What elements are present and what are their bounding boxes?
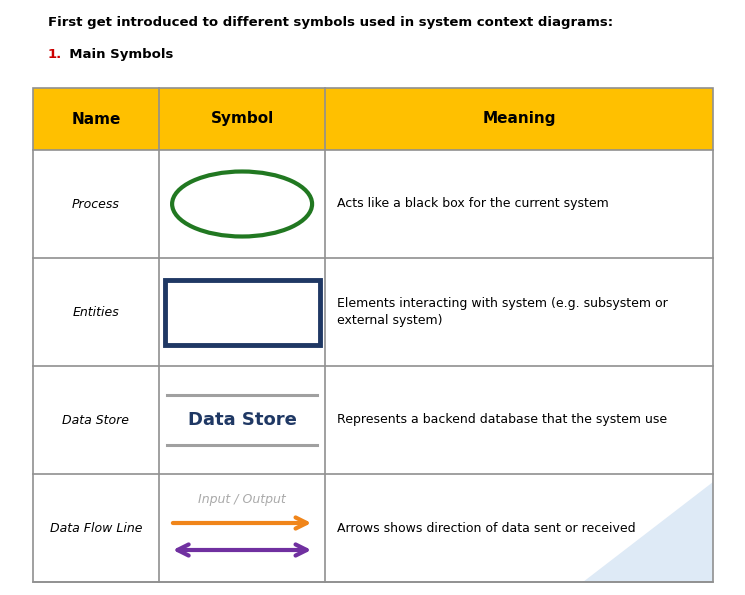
Text: Main Symbols: Main Symbols	[60, 48, 174, 61]
Text: Data Store: Data Store	[63, 414, 130, 427]
Bar	[33, 88, 713, 582]
Text: Arrows shows direction of data sent or received: Arrows shows direction of data sent or r…	[337, 521, 636, 534]
Text: 1.: 1.	[48, 48, 63, 61]
Text: Entities: Entities	[72, 305, 119, 318]
Text: Acts like a black box for the current system: Acts like a black box for the current sy…	[337, 198, 609, 211]
Text: Represents a backend database that the system use: Represents a backend database that the s…	[337, 414, 668, 427]
Text: Symbol: Symbol	[211, 111, 273, 127]
Bar	[33, 88, 713, 150]
Text: Elements interacting with system (e.g. subsystem or
external system): Elements interacting with system (e.g. s…	[337, 297, 668, 327]
Text: First get introduced to different symbols used in system context diagrams:: First get introduced to different symbol…	[48, 16, 613, 29]
Text: Input / Output: Input / Output	[198, 493, 286, 506]
Text: Name: Name	[72, 111, 121, 127]
Text: System Name: System Name	[196, 198, 288, 211]
Text: Data Flow Line: Data Flow Line	[50, 521, 142, 534]
Text: Meaning: Meaning	[483, 111, 556, 127]
Bar	[165, 280, 320, 345]
Text: Entity Name: Entity Name	[195, 305, 289, 320]
Polygon shape	[583, 482, 713, 582]
Text: Data Store: Data Store	[188, 411, 297, 429]
Ellipse shape	[172, 171, 312, 236]
Text: Process: Process	[72, 198, 120, 211]
